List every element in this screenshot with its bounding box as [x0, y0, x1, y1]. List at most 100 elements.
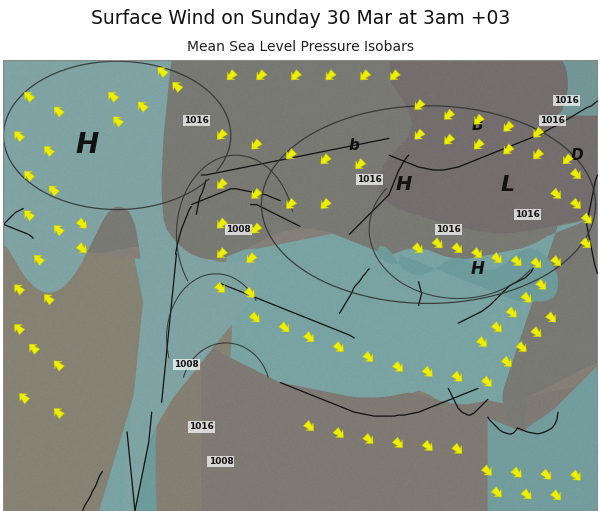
Polygon shape — [488, 417, 557, 511]
Polygon shape — [257, 69, 267, 80]
Text: 1016: 1016 — [515, 210, 540, 219]
Polygon shape — [44, 146, 55, 157]
Polygon shape — [252, 139, 262, 149]
Polygon shape — [108, 92, 119, 102]
Polygon shape — [217, 129, 227, 140]
Polygon shape — [76, 243, 87, 253]
Text: H: H — [76, 131, 99, 159]
Polygon shape — [247, 252, 257, 263]
Polygon shape — [481, 465, 492, 475]
Polygon shape — [474, 139, 484, 149]
Polygon shape — [451, 243, 462, 253]
Polygon shape — [531, 258, 541, 268]
Polygon shape — [304, 332, 314, 342]
Polygon shape — [506, 307, 516, 317]
Text: D: D — [570, 148, 583, 162]
Polygon shape — [249, 312, 260, 322]
Polygon shape — [76, 218, 87, 228]
Text: L: L — [501, 175, 514, 195]
Polygon shape — [570, 470, 581, 480]
Polygon shape — [4, 60, 597, 511]
Polygon shape — [172, 82, 183, 92]
Text: 1016: 1016 — [555, 96, 579, 105]
Polygon shape — [451, 371, 462, 381]
Text: 1016: 1016 — [357, 175, 382, 184]
Polygon shape — [321, 198, 331, 208]
Polygon shape — [378, 60, 597, 233]
Polygon shape — [333, 427, 343, 438]
Polygon shape — [415, 129, 425, 140]
Text: 1008: 1008 — [209, 457, 233, 466]
Polygon shape — [551, 490, 561, 500]
Polygon shape — [157, 185, 232, 511]
Polygon shape — [156, 60, 597, 511]
Polygon shape — [415, 99, 425, 109]
Polygon shape — [521, 489, 531, 499]
Polygon shape — [25, 211, 35, 221]
Polygon shape — [491, 321, 501, 332]
Polygon shape — [392, 437, 403, 448]
Polygon shape — [54, 225, 64, 236]
Polygon shape — [581, 213, 591, 223]
Polygon shape — [551, 188, 561, 199]
Polygon shape — [29, 344, 40, 355]
Polygon shape — [477, 336, 487, 347]
Polygon shape — [304, 421, 314, 431]
Polygon shape — [546, 312, 556, 322]
Polygon shape — [444, 109, 455, 120]
Polygon shape — [362, 351, 373, 362]
Polygon shape — [252, 223, 262, 233]
Text: b: b — [349, 138, 360, 153]
Polygon shape — [291, 69, 302, 80]
Polygon shape — [333, 341, 343, 352]
Polygon shape — [451, 443, 462, 454]
Polygon shape — [244, 287, 254, 297]
Polygon shape — [138, 102, 148, 112]
Polygon shape — [4, 60, 597, 434]
Polygon shape — [535, 279, 546, 290]
Text: H: H — [395, 175, 412, 194]
Polygon shape — [4, 60, 597, 259]
Polygon shape — [557, 60, 597, 115]
Polygon shape — [501, 356, 511, 366]
Polygon shape — [217, 218, 227, 228]
Polygon shape — [362, 433, 373, 444]
Polygon shape — [390, 69, 400, 80]
Polygon shape — [563, 154, 573, 164]
Polygon shape — [412, 243, 423, 253]
Polygon shape — [114, 117, 124, 127]
Polygon shape — [516, 341, 526, 352]
Polygon shape — [217, 178, 227, 189]
Polygon shape — [355, 158, 366, 169]
Polygon shape — [551, 256, 561, 266]
Polygon shape — [533, 127, 544, 137]
Polygon shape — [326, 69, 336, 80]
Polygon shape — [14, 131, 25, 142]
Polygon shape — [54, 361, 64, 371]
Polygon shape — [158, 67, 168, 78]
Polygon shape — [227, 69, 237, 80]
Polygon shape — [422, 366, 432, 377]
Polygon shape — [25, 171, 35, 181]
Polygon shape — [377, 246, 558, 301]
Polygon shape — [201, 333, 597, 511]
Polygon shape — [422, 440, 432, 451]
Polygon shape — [432, 238, 442, 248]
Polygon shape — [25, 92, 35, 102]
Text: 1016: 1016 — [184, 116, 209, 125]
Polygon shape — [217, 247, 227, 258]
Polygon shape — [392, 361, 403, 371]
Polygon shape — [533, 149, 544, 159]
Text: Mean Sea Level Pressure Isobars: Mean Sea Level Pressure Isobars — [187, 40, 414, 54]
Polygon shape — [279, 321, 289, 332]
Polygon shape — [54, 107, 64, 117]
Polygon shape — [321, 154, 331, 164]
Polygon shape — [521, 292, 531, 303]
Polygon shape — [474, 114, 484, 125]
Polygon shape — [361, 69, 371, 80]
Polygon shape — [580, 238, 590, 248]
Polygon shape — [14, 285, 25, 295]
Polygon shape — [570, 198, 581, 208]
Text: B: B — [472, 118, 484, 133]
Polygon shape — [286, 149, 297, 159]
